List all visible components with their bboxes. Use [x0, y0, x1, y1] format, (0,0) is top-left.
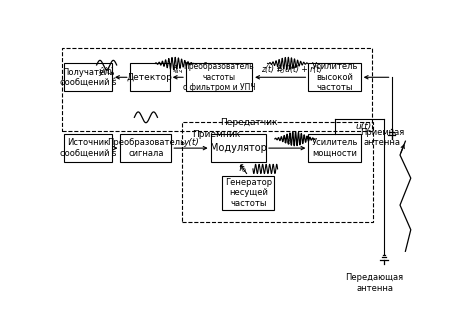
Text: Модулятор: Модулятор — [210, 143, 267, 153]
Text: y(t): y(t) — [183, 137, 199, 146]
Text: Генератор
несущей
частоты: Генератор несущей частоты — [225, 178, 272, 208]
Text: Приемник: Приемник — [192, 130, 241, 139]
Text: Передающая
антенна: Передающая антенна — [346, 274, 404, 293]
FancyBboxPatch shape — [210, 134, 266, 162]
FancyBboxPatch shape — [64, 134, 112, 162]
Text: $f_0$: $f_0$ — [276, 63, 285, 76]
FancyBboxPatch shape — [130, 64, 170, 91]
Text: Преобразователь
сигнала: Преобразователь сигнала — [107, 138, 185, 158]
Text: Передатчик: Передатчик — [220, 118, 278, 127]
Text: Преобразователь
частоты
с фильтром и УПЧ: Преобразователь частоты с фильтром и УПЧ — [183, 62, 255, 92]
FancyBboxPatch shape — [309, 134, 361, 162]
Text: u(t): u(t) — [356, 122, 372, 131]
Text: Усилитель
мощности: Усилитель мощности — [311, 138, 358, 158]
FancyBboxPatch shape — [186, 64, 252, 91]
Text: Детектор: Детектор — [127, 73, 173, 82]
Text: Источник
сообщений s: Источник сообщений s — [60, 138, 117, 158]
Text: Приемная
антенна: Приемная антенна — [360, 128, 404, 148]
FancyBboxPatch shape — [222, 176, 274, 210]
Text: $f_\mathrm{вч}$: $f_\mathrm{вч}$ — [172, 63, 183, 76]
Text: $f_0$: $f_0$ — [238, 163, 246, 175]
Text: $f_0$: $f_0$ — [283, 134, 292, 146]
FancyBboxPatch shape — [64, 64, 112, 91]
Text: Получатель
сообщений ŝ: Получатель сообщений ŝ — [60, 68, 117, 87]
Text: z(t) = û(t) + r(t): z(t) = û(t) + r(t) — [261, 65, 322, 74]
FancyBboxPatch shape — [120, 134, 171, 162]
FancyBboxPatch shape — [309, 64, 361, 91]
Text: Усилитель
высокой
частоты: Усилитель высокой частоты — [311, 62, 358, 92]
Text: ŷ(t): ŷ(t) — [99, 67, 115, 76]
